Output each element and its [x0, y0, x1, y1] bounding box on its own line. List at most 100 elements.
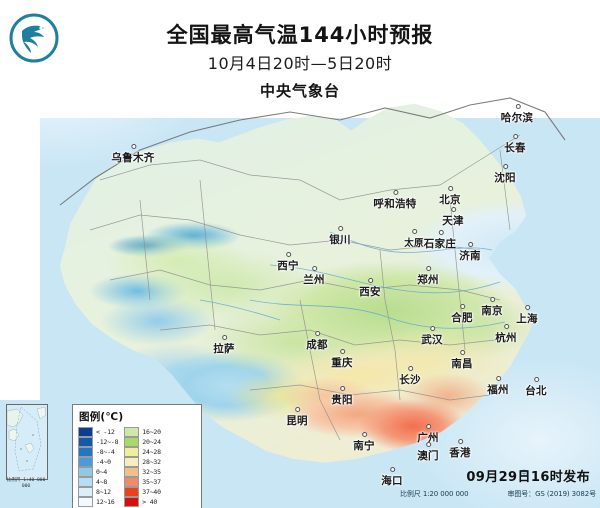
legend-column-cold: < -12 -12~-8 -8~-4 -4~0 0~4 4~8 8~12 12~16	[78, 426, 119, 507]
legend-item: 24~28	[124, 446, 161, 457]
city-marker-dot	[438, 230, 444, 235]
city-marker-dot	[286, 252, 292, 257]
city-marker-dot	[368, 278, 374, 283]
city-label: 台北	[525, 377, 547, 398]
legend-item: 37~40	[124, 486, 161, 497]
legend-item: -8~-4	[78, 446, 118, 457]
legend-item: 28~32	[124, 456, 161, 467]
legend-title: 图例(℃)	[79, 411, 124, 423]
city-label: 成都	[306, 331, 328, 352]
city-marker-dot	[460, 350, 466, 355]
legend-label: 12~16	[96, 497, 115, 506]
city-label: 银川	[329, 226, 351, 247]
legend-item: 4~8	[78, 476, 118, 487]
legend-swatch	[78, 476, 93, 487]
legend-swatch	[124, 486, 140, 497]
legend-swatch	[124, 426, 140, 437]
city-marker-dot	[525, 305, 531, 310]
city-marker-dot	[515, 104, 521, 109]
city-marker-dot	[504, 324, 510, 329]
legend-label: 28~32	[142, 457, 161, 466]
city-marker-dot	[408, 366, 414, 371]
city-marker-dot	[390, 467, 396, 472]
city-label: 福州	[487, 376, 509, 397]
city-label: 沈阳	[494, 164, 516, 185]
legend-item: 8~12	[78, 486, 118, 497]
city-marker-dot	[362, 432, 368, 437]
city-marker-dot	[312, 266, 318, 271]
legend-swatch	[124, 456, 140, 467]
legend-label: 37~40	[142, 487, 161, 496]
city-marker-dot	[468, 242, 474, 247]
legend-item: < -12	[78, 426, 118, 437]
city-marker-dot	[426, 266, 432, 271]
legend-swatch	[124, 436, 140, 447]
legend-swatch	[124, 496, 140, 507]
legend-swatch	[124, 446, 140, 457]
city-marker-dot	[340, 349, 346, 354]
city-marker-dot	[490, 297, 496, 302]
city-label: 合肥	[451, 304, 473, 325]
city-label: 长沙	[399, 366, 421, 387]
city-marker-dot	[430, 326, 436, 331]
city-label: 海口	[381, 467, 403, 488]
city-marker-dot	[448, 186, 454, 191]
city-label: 哈尔滨	[501, 104, 533, 125]
city-label: 乌鲁木齐	[111, 144, 154, 165]
legend-swatch	[78, 456, 93, 467]
map-review-number: 审图号：GS (2019) 3082号	[507, 490, 596, 498]
scale-label: 比例尺 1:20 000 000	[400, 490, 469, 498]
city-label: 广州	[417, 424, 439, 445]
legend-label: 20~24	[142, 437, 161, 446]
legend-label: 8~12	[96, 487, 111, 496]
legend-item: 0~4	[78, 466, 118, 477]
legend-swatch	[78, 446, 93, 457]
city-marker-dot	[338, 226, 344, 231]
city-marker-dot	[460, 304, 466, 309]
legend-label: 4~8	[96, 477, 108, 486]
legend-label: 32~35	[142, 467, 161, 476]
legend-item: 16~20	[124, 426, 161, 437]
city-marker-dot	[295, 407, 301, 412]
city-label: 昆明	[286, 407, 308, 428]
city-label: 兰州	[303, 266, 325, 287]
legend-item: 35~37	[124, 476, 161, 487]
city-label: 太原	[404, 229, 424, 249]
city-label: 长春	[504, 134, 526, 155]
legend-swatch	[124, 466, 140, 477]
legend-item: 20~24	[124, 436, 161, 447]
city-label: 南昌	[451, 350, 473, 371]
city-label: 郑州	[417, 266, 439, 287]
city-label: 西宁	[277, 252, 299, 273]
city-label: 上海	[516, 305, 538, 326]
legend-label: 16~20	[142, 427, 161, 436]
city-marker-dot	[534, 377, 540, 382]
legend-label: -12~-8	[96, 437, 119, 446]
city-label: 石家庄	[424, 230, 456, 251]
legend-label: 35~37	[142, 477, 161, 486]
south-china-sea-inset-map	[6, 404, 48, 480]
city-label: 天津	[442, 207, 464, 228]
city-marker-dot	[426, 442, 432, 447]
city-label: 香港	[449, 439, 471, 460]
city-label: 澳门	[417, 442, 439, 463]
city-marker-dot	[340, 386, 346, 391]
city-label: 南京	[481, 297, 503, 318]
city-label: 西安	[359, 278, 381, 299]
cma-dragon-logo	[8, 12, 60, 64]
city-marker-dot	[412, 229, 418, 234]
legend-label: > 40	[142, 497, 158, 506]
city-marker-dot	[426, 424, 432, 429]
city-label: 拉萨	[213, 335, 235, 356]
legend-swatch	[78, 496, 93, 507]
city-marker-dot	[131, 144, 137, 149]
inset-scale-label: 比例尺 1:40 000 000	[6, 478, 46, 489]
legend-label: 0~4	[96, 467, 108, 476]
city-label: 贵阳	[331, 386, 353, 407]
legend-swatch	[78, 426, 93, 437]
legend-column-warm: 16~20 20~24 24~28 28~32 32~35 35~37 37~40 > 40	[124, 426, 161, 507]
legend-label: < -12	[96, 427, 115, 436]
city-marker-dot	[496, 376, 502, 381]
legend-swatch	[78, 466, 93, 477]
